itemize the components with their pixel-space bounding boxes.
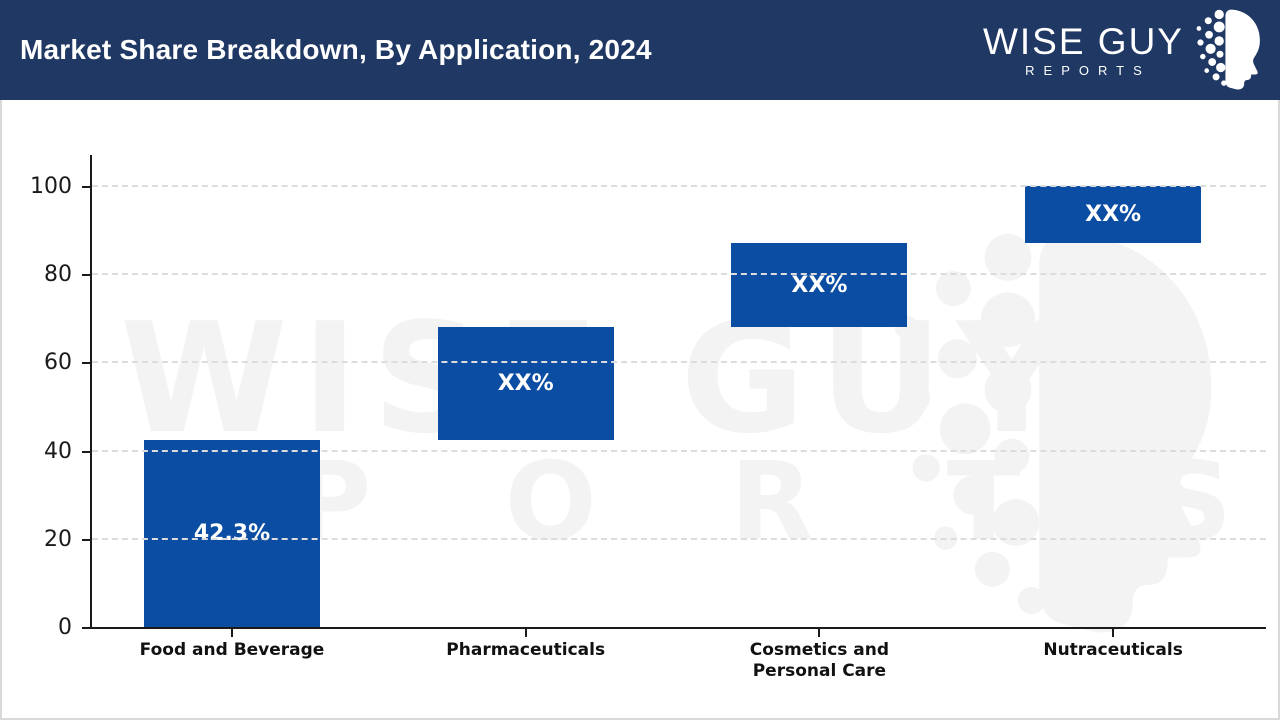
y-tick-mark	[82, 362, 90, 365]
watermark-head-icon	[852, 210, 1242, 644]
y-tick-label: 60	[44, 350, 72, 376]
y-tick-label: 40	[44, 438, 72, 464]
brand-logo: WISE GUY REPORTS	[983, 5, 1266, 95]
x-category-label: Pharmaceuticals	[446, 640, 606, 660]
gridline	[92, 185, 1266, 187]
x-tick-mark	[524, 629, 527, 637]
y-tick-mark	[82, 538, 90, 541]
gridline	[92, 273, 1266, 276]
y-tick-mark	[82, 186, 90, 188]
bar-value-label: XX%	[791, 272, 848, 298]
page-title: Market Share Breakdown, By Application, …	[20, 34, 652, 65]
gridline	[92, 449, 1266, 452]
x-axis-line	[90, 627, 1266, 629]
y-tick-label: 20	[44, 526, 72, 552]
head-profile-icon	[1188, 5, 1266, 95]
brand-subname: REPORTS	[1025, 63, 1151, 78]
x-tick-mark	[1112, 629, 1115, 637]
bar-segment: XX%	[731, 243, 908, 328]
x-category-label: Nutraceuticals	[1043, 640, 1183, 660]
bar-segment: 42.3%	[144, 440, 320, 627]
y-tick-mark	[82, 627, 90, 629]
brand-name: WISE GUY	[982, 21, 1184, 62]
y-tick-label: 0	[58, 615, 72, 640]
brand-logo-text: WISE GUY REPORTS	[983, 23, 1184, 77]
header-bar: Market Share Breakdown, By Application, …	[0, 0, 1280, 100]
bar-value-label: XX%	[497, 371, 554, 397]
x-tick-mark	[231, 629, 233, 637]
y-tick-mark	[82, 274, 90, 277]
chart-card: WISE GUY P O R T S 0 20 40 60 80 100 42.3% Food…	[0, 100, 1280, 720]
y-tick-mark	[82, 450, 90, 453]
x-category-label: Cosmetics and Personal Care	[749, 640, 890, 681]
bar-segment: XX%	[1025, 186, 1202, 244]
y-tick-label: 80	[44, 262, 72, 288]
x-category-label: Food and Beverage	[139, 640, 325, 660]
y-axis-line	[90, 155, 92, 629]
bar-segment: XX%	[437, 327, 614, 441]
gridline	[92, 361, 1266, 364]
bar-value-label: 42.3%	[193, 521, 271, 547]
bar-value-label: XX%	[1085, 202, 1142, 228]
y-tick-label: 100	[30, 174, 72, 199]
gridline	[92, 537, 1266, 540]
x-tick-mark	[818, 629, 821, 637]
